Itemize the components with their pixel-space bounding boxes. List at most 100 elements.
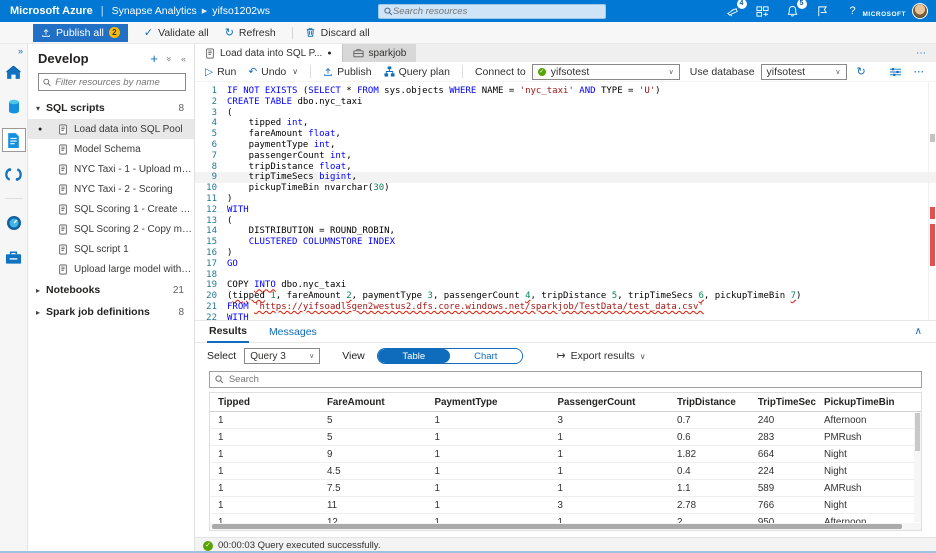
connect-to-dropdown[interactable]: ✓ yifsotest ∨ [531, 63, 680, 80]
code-line[interactable]: 19 COPY INTO dbo.nyc_taxi [195, 280, 936, 291]
code-line[interactable]: 4 tipped int, [195, 118, 936, 129]
tree-item-sql-script[interactable]: SQL script 1 [28, 239, 194, 259]
editor-settings-sliders-icon[interactable] [889, 66, 902, 78]
use-database-dropdown[interactable]: yifsotest ∨ [760, 63, 847, 80]
column-header[interactable]: Tipped [218, 396, 250, 408]
undo-dropdown-chevron-icon[interactable]: ∨ [292, 67, 299, 76]
section-sql-scripts[interactable]: ▾ SQL scripts 8 [36, 102, 184, 114]
publish-button[interactable]: Publish [323, 66, 372, 78]
code-line[interactable]: 20 (tipped 1, fareAmount 2, paymentType 3… [195, 291, 936, 302]
global-search-box[interactable] [378, 3, 607, 19]
account-avatar[interactable] [912, 3, 928, 19]
code-line[interactable]: 13 ( [195, 216, 936, 227]
code-line[interactable]: 2 CREATE TABLE dbo.nyc_taxi [195, 97, 936, 108]
tab-overflow-ellipsis-icon[interactable]: ⋯ [916, 47, 926, 59]
tab-results[interactable]: Results [207, 321, 249, 343]
refresh-database-icon[interactable]: ↻ [856, 66, 866, 78]
tab-load-data-sql-pool[interactable]: Load data into SQL P... ● [195, 44, 342, 62]
code-line[interactable]: 7 passengerCount int, [195, 151, 936, 162]
table-row[interactable]: 1 11 1 3 2.78 766 Night [210, 497, 921, 514]
column-header[interactable]: PickupTimeBin [823, 396, 895, 408]
breadcrumb-app[interactable]: Synapse Analytics [111, 5, 197, 17]
tree-item-sql-script[interactable]: Upload large model with COPY INTO [28, 259, 194, 279]
rail-item-monitor[interactable] [2, 211, 26, 235]
add-resource-button[interactable]: + [150, 51, 158, 66]
table-row[interactable]: 1 7.5 1 1 1.1 589 AMRush [210, 480, 921, 497]
rail-item-integrate[interactable] [2, 162, 26, 186]
table-horizontal-scrollbar[interactable] [210, 523, 921, 530]
code-line[interactable]: 10 pickupTimeBin nvarchar(30) [195, 183, 936, 194]
column-header[interactable]: FareAmount [326, 396, 385, 408]
validate-all-button[interactable]: ✓ Validate all [143, 26, 209, 40]
code-line[interactable]: 15 CLUSTERED COLUMNSTORE INDEX [195, 237, 936, 248]
code-line[interactable]: 1 IF NOT EXISTS (SELECT * FROM sys.object… [195, 86, 936, 97]
breadcrumb-workspace[interactable]: yifso1202ws [212, 5, 270, 17]
filter-resources-box[interactable] [38, 73, 186, 91]
sql-code-editor[interactable]: 1 IF NOT EXISTS (SELECT * FROM sys.object… [195, 82, 936, 320]
code-line[interactable]: 11) [195, 194, 936, 205]
collapse-panel-icon[interactable]: « [180, 53, 186, 64]
refresh-button[interactable]: ↻ Refresh [224, 26, 276, 40]
alerts-icon[interactable]: 4 [725, 0, 747, 19]
query-plan-button[interactable]: Query plan [384, 66, 450, 78]
rail-item-develop[interactable] [1, 128, 26, 152]
publish-all-button[interactable]: Publish all 2 [33, 23, 128, 42]
tree-item-sql-script[interactable]: NYC Taxi - 1 - Upload model [28, 159, 194, 179]
code-line[interactable]: 6 paymentType int, [195, 140, 936, 151]
code-line[interactable]: 18 [195, 270, 936, 281]
view-table-toggle[interactable]: Table [377, 349, 450, 363]
view-chart-toggle[interactable]: Chart [449, 349, 522, 363]
table-row[interactable]: 1 12 1 1 2 950 Afternoon [210, 514, 921, 530]
table-row[interactable]: 1 5 1 3 0.7 240 Afternoon [210, 412, 921, 429]
table-row[interactable]: 1 5 1 1 0.6 283 PMRush [210, 429, 921, 446]
azure-brand[interactable]: Microsoft Azure [10, 5, 93, 17]
column-header[interactable]: TripTimeSecs [757, 396, 816, 408]
scrollbar-thumb[interactable] [212, 524, 902, 529]
scrollbar-thumb[interactable] [930, 134, 935, 142]
run-button[interactable]: ▷ Run [205, 65, 237, 78]
notifications-bell-icon[interactable]: 5 [785, 0, 807, 19]
tab-sparkjob[interactable]: sparkjob [341, 44, 417, 62]
results-search-box[interactable] [209, 371, 922, 388]
global-search-input[interactable] [392, 5, 601, 17]
code-line[interactable]: 3( [195, 108, 936, 119]
code-line[interactable]: 9 tripTimeSecs bigint, [195, 172, 936, 184]
settings-icon[interactable] [755, 3, 771, 19]
editor-more-ellipsis-icon[interactable]: ⋯ [913, 65, 925, 78]
tree-item-sql-script[interactable]: Model Schema [28, 139, 194, 159]
tree-item-sql-script[interactable]: NYC Taxi - 2 - Scoring [28, 179, 194, 199]
code-line[interactable]: 21 FROM 'https://yifsoadlsgen2westus2.dfs… [195, 302, 936, 313]
column-header[interactable]: PaymentType [434, 396, 498, 408]
code-line[interactable]: 12 WITH [195, 205, 936, 216]
tree-item-sql-script[interactable]: ● Load data into SQL Pool [28, 119, 194, 139]
help-icon[interactable]: ? [849, 5, 856, 17]
code-line[interactable]: 17 GO [195, 259, 936, 270]
table-row[interactable]: 1 4.5 1 1 0.4 224 Night [210, 463, 921, 480]
rail-item-manage[interactable] [2, 245, 26, 269]
query-select-dropdown[interactable]: Query 3 ∨ [244, 348, 321, 364]
feedback-icon[interactable] [815, 3, 831, 19]
rail-item-data[interactable] [2, 94, 26, 118]
code-line[interactable]: 16) [195, 248, 936, 259]
tree-item-sql-script[interactable]: SQL Scoring 2 - Copy model into mo... [28, 219, 194, 239]
code-line[interactable]: 5 fareAmount float, [195, 129, 936, 140]
export-results-button[interactable]: ↦ Export results ∨ [556, 350, 646, 362]
scrollbar-thumb[interactable] [915, 413, 920, 451]
tab-messages[interactable]: Messages [268, 325, 317, 338]
code-line[interactable]: 14 DISTRIBUTION = ROUND_ROBIN, [195, 226, 936, 237]
column-header[interactable]: PassengerCount [557, 396, 636, 408]
rail-item-home[interactable] [2, 60, 26, 84]
undo-button[interactable]: ↶ Undo [248, 65, 287, 78]
expand-rail-icon[interactable]: » [17, 46, 23, 56]
code-line[interactable]: 8 tripDistance float, [195, 162, 936, 173]
table-vertical-scrollbar[interactable] [914, 413, 921, 522]
code-line[interactable]: 22 WITH [195, 313, 936, 320]
tree-item-sql-script[interactable]: SQL Scoring 1 - Create model table [28, 199, 194, 219]
section-spark-job-definitions[interactable]: ▸ Spark job definitions 8 [36, 306, 184, 318]
section-notebooks[interactable]: ▸ Notebooks 21 [36, 284, 184, 296]
results-search-input[interactable] [228, 374, 916, 385]
editor-overview-ruler[interactable] [928, 82, 936, 320]
table-row[interactable]: 1 9 1 1 1.82 664 Night [210, 446, 921, 463]
collapse-all-icon[interactable]: » [164, 55, 175, 62]
discard-all-button[interactable]: Discard all [305, 27, 370, 39]
